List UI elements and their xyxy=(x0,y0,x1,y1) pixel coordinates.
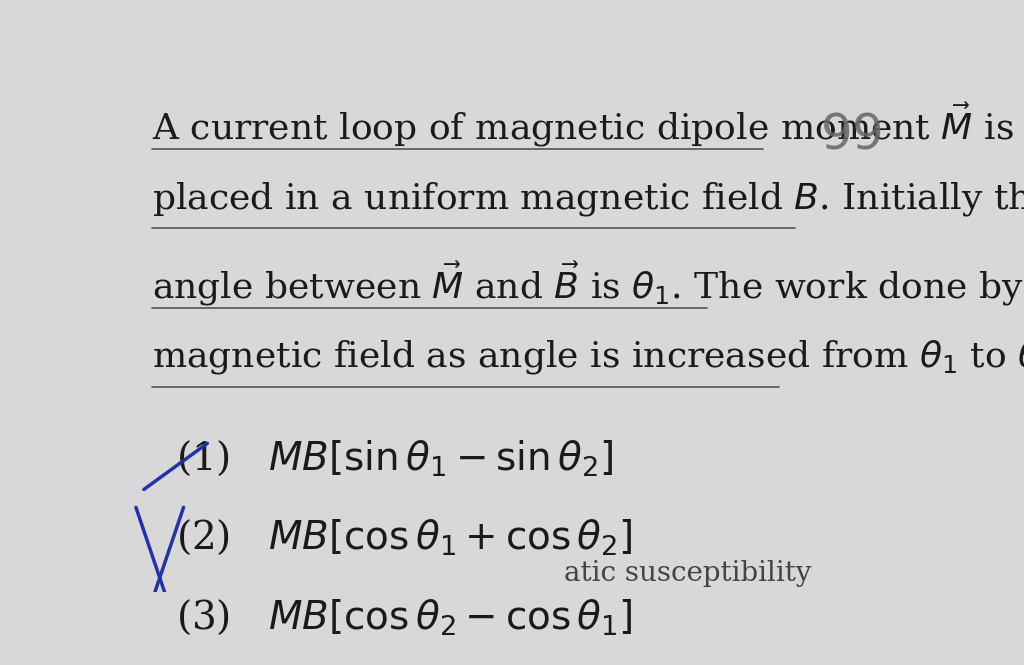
Text: (3)   $MB[\cos\theta_2 - \cos\theta_1]$: (3) $MB[\cos\theta_2 - \cos\theta_1]$ xyxy=(176,597,633,636)
Text: (1)   $MB[\sin\theta_1 - \sin\theta_2]$: (1) $MB[\sin\theta_1 - \sin\theta_2]$ xyxy=(176,438,613,478)
Text: $\mathit{99}$: $\mathit{99}$ xyxy=(820,110,882,160)
Text: magnetic field as angle is increased from $\theta_1$ to $\theta_2$ is: magnetic field as angle is increased fro… xyxy=(152,338,1024,376)
Text: angle between $\vec{M}$ and $\vec{B}$ is $\theta_1$. The work done by: angle between $\vec{M}$ and $\vec{B}$ is… xyxy=(152,259,1024,308)
Text: atic susceptibility: atic susceptibility xyxy=(564,560,812,587)
Text: (2)   $MB[\cos\theta_1 + \cos\theta_2]$: (2) $MB[\cos\theta_1 + \cos\theta_2]$ xyxy=(176,517,633,557)
Text: placed in a uniform magnetic field $B$. Initially the: placed in a uniform magnetic field $B$. … xyxy=(152,180,1024,217)
Text: A current loop of magnetic dipole moment $\vec{M}$ is: A current loop of magnetic dipole moment… xyxy=(152,100,1014,149)
